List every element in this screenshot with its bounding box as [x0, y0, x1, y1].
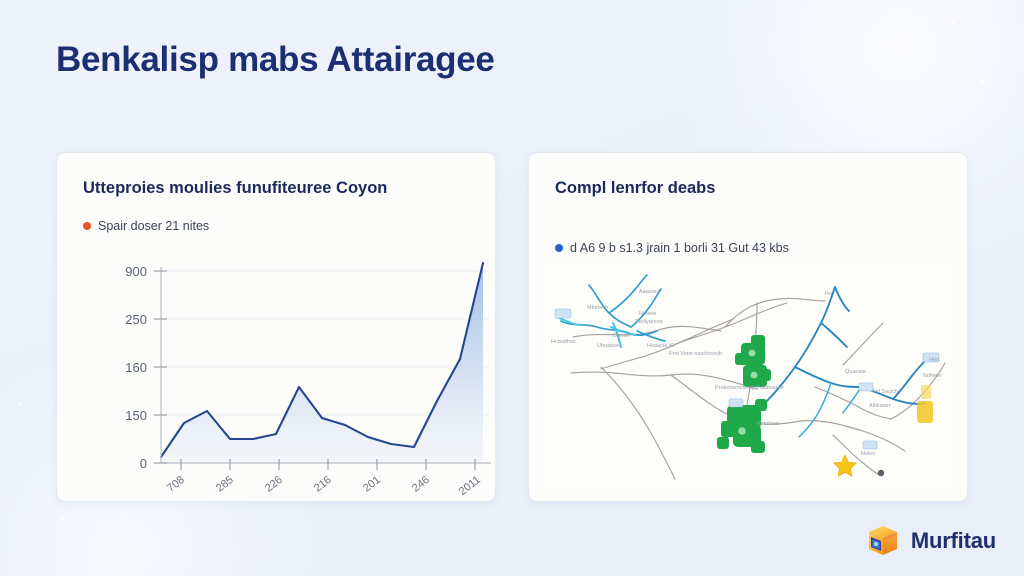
y-tick-label: 0 — [140, 456, 147, 471]
map-park-icons — [738, 349, 758, 435]
map-label-dark: Kominoo — [757, 421, 779, 427]
map-legend-label: d A6 9 b s1.3 jrain 1 borli 31 Gut 43 kb… — [570, 241, 789, 255]
map-labels-layer: Aaaoocr Mforlech Hcmathos Notkhe Parllya… — [551, 289, 942, 457]
chart-area-fill — [161, 263, 483, 463]
map-label: Uhoaase — [597, 343, 619, 349]
chart-plot-area: 900 250 160 150 0 708 285 226 216 201 — [57, 241, 495, 501]
map-rivers-layer — [560, 274, 666, 342]
chart-gridlines — [161, 270, 489, 416]
map-parks-layer — [717, 335, 771, 453]
map-place-chips — [554, 308, 940, 450]
chart-legend-label: Spair doser 21 nites — [98, 219, 210, 233]
page-title: Benkalisp mabs Attairagee — [56, 40, 495, 79]
x-tick-label: 201 — [361, 474, 383, 495]
map-label-dark: Notkhe — [639, 311, 656, 317]
map-label: Alhkaser — [869, 403, 891, 409]
legend-dot-icon — [555, 244, 563, 252]
chart-legend: Spair doser 21 nites — [83, 219, 209, 233]
map-label: Mforlech — [587, 305, 608, 311]
map-label-dark: Ilvi — [825, 291, 832, 297]
map-label: Parllyareas — [635, 319, 663, 325]
y-tick-label: 900 — [125, 264, 147, 279]
map-label: Dorolh — [613, 333, 629, 339]
y-tick-label: 250 — [125, 312, 147, 327]
map-highlight-zone — [917, 385, 933, 423]
map-card: Compl lenrfor deabs d A6 9 b s1.3 jrain … — [528, 152, 968, 502]
area-chart-svg: 900 250 160 150 0 708 285 226 216 201 — [125, 261, 491, 498]
map-label-dark: Heo — [929, 357, 939, 363]
map-card-title: Compl lenrfor deabs — [555, 179, 716, 197]
y-tick-label: 160 — [125, 360, 147, 375]
chart-line — [159, 261, 485, 459]
y-tick-label: 150 — [125, 408, 147, 423]
x-tick-label: 246 — [410, 474, 432, 495]
map-label: Prokeloencteatp Ihaaltoaree — [715, 385, 784, 391]
chart-card-title: Utteproies moulies funufiteuree Coyon — [83, 179, 388, 197]
chart-card: Utteproies moulies funufiteuree Coyon Sp… — [56, 152, 496, 502]
map-viewport[interactable]: Aaaoocr Mforlech Hcmathos Notkhe Parllya… — [543, 265, 955, 489]
x-axis-ticks: 708 285 226 216 201 246 2011 — [165, 459, 483, 498]
x-tick-label: 226 — [263, 474, 285, 495]
map-label: Hrl Sacich — [873, 389, 898, 395]
x-tick-label: 285 — [214, 474, 236, 495]
map-label: Hcmathos — [551, 339, 576, 345]
x-tick-label: 708 — [165, 474, 187, 495]
map-label: Nolleon — [923, 373, 942, 379]
cube-logo-icon — [868, 526, 897, 555]
brand-name: Murfitau — [910, 528, 996, 553]
map-label: Aaaoocr — [639, 289, 660, 295]
map-legend: d A6 9 b s1.3 jrain 1 borli 31 Gut 43 kb… — [555, 241, 789, 255]
map-star-marker[interactable] — [833, 454, 857, 477]
map-label-dark: Quanaia — [845, 369, 867, 375]
y-axis-ticks: 900 250 160 150 0 — [125, 264, 167, 471]
map-rivers-secondary — [798, 382, 862, 438]
chart-series-spair-doser — [159, 261, 485, 463]
map-park-cluster — [735, 335, 765, 365]
map-poi-marker[interactable] — [877, 469, 885, 477]
x-tick-label: 2011 — [457, 474, 483, 498]
map-svg: Aaaoocr Mforlech Hcmathos Notkhe Parllya… — [551, 274, 946, 480]
map-label: Hoaatse tC — [647, 343, 675, 349]
map-label-dark: Nelen — [861, 451, 875, 457]
map-label: Prol Vone naorlooouh — [669, 351, 722, 357]
brand-footer: Murfitau — [866, 524, 996, 558]
x-tick-label: 216 — [312, 474, 334, 495]
legend-dot-icon — [83, 222, 91, 230]
